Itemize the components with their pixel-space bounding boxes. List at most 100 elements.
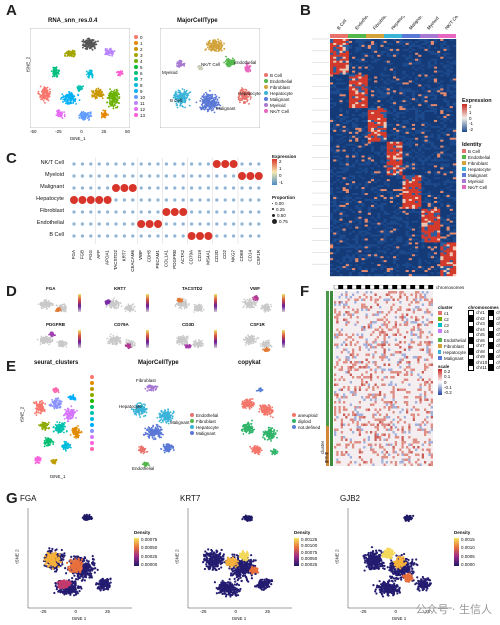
legend-label: chr19 (496, 348, 500, 354)
cluster-legend-title: cluster (438, 305, 453, 310)
tick: 2 (469, 104, 472, 109)
row-label: Myeloid (45, 172, 64, 178)
legend-label: chr1 (476, 310, 485, 316)
feature-tsne (241, 295, 273, 313)
legend-item: Myeloid (264, 102, 293, 108)
legend-swatch (90, 429, 94, 433)
tick: 0.00025 (301, 562, 318, 567)
feature-tsne (175, 334, 204, 349)
legend-item: chr22 (488, 364, 500, 371)
legend-item (90, 386, 94, 392)
density-ylabel: tSNE 2 (14, 549, 20, 564)
dot-mark (240, 234, 244, 238)
tick: -2 (469, 127, 474, 132)
legend-item: 4 (134, 58, 145, 64)
legend-swatch (90, 411, 94, 415)
legend-label: Hepatocyte (468, 166, 491, 172)
dot-mark (114, 222, 118, 226)
legend-swatch (292, 413, 296, 417)
legend-item: aneuploid (292, 412, 320, 418)
dot-mark (139, 174, 143, 178)
tick: 0.00050 (141, 545, 158, 551)
dot-mark (106, 234, 110, 238)
tick: -0.2 (444, 390, 452, 395)
dot-mark (97, 222, 101, 226)
legend-item: Hepatocyte (190, 424, 219, 430)
legend-item (90, 446, 94, 452)
dot-mark (190, 210, 194, 214)
legend-label: chr20 (496, 354, 500, 360)
tick: 0.00000 (141, 561, 158, 567)
dot-mark (164, 162, 168, 166)
legend-item: Endothelial (438, 337, 466, 343)
legend-label: chr13 (496, 315, 500, 321)
tick: -0.1 (444, 384, 452, 390)
map-label-hepatocyte: Hepatocyte (238, 91, 261, 96)
legend-label: Endothelial (468, 154, 491, 160)
proportion-row: 0.50 (272, 212, 304, 218)
expression-ticks: 2 1 0 -1 -2 (469, 104, 473, 132)
legend-item: c4 (438, 328, 466, 334)
dot-mark (215, 234, 219, 238)
gene-label: AFP (96, 250, 101, 259)
density-title: GJB2 (340, 494, 361, 503)
legend-swatch (438, 356, 442, 360)
legend-label: Malignant (196, 430, 216, 436)
density-colorbar (294, 538, 299, 566)
legend-item: B Cell (462, 148, 500, 154)
panel-a-xlabel: tSNE_1 (70, 136, 86, 141)
feature-title: TACSTD2 (182, 286, 203, 291)
dot-mark (232, 210, 236, 214)
density-legend-title: Density (134, 530, 151, 535)
gene-label: CD14 (247, 250, 252, 262)
tick: 0.0015 (461, 537, 475, 542)
panel-e-celltype-legend: Endothelial Fibroblast Hepatocyte Malignant (190, 412, 219, 436)
tick: 0.00075 (141, 537, 158, 542)
dot-mark (173, 198, 177, 202)
dot-mark (106, 162, 110, 166)
panel-e-title-2: MajorCellType (138, 360, 179, 366)
dot-mark (145, 220, 154, 228)
legend-swatch (264, 109, 268, 113)
legend-swatch (190, 431, 194, 435)
feature-title: CSF1R (250, 322, 265, 327)
panel-letter-b: B (300, 2, 311, 19)
dot-mark (223, 174, 227, 178)
legend-swatch (90, 375, 94, 379)
dot-mark (72, 162, 76, 166)
legend-swatch (90, 447, 94, 451)
dot-mark (257, 162, 261, 166)
dot-mark (148, 198, 152, 202)
panel-c-legend: Expression 2 1 0 -1 Proportion 0.00 0.25… (272, 154, 304, 224)
tick: 0 (279, 173, 282, 178)
dot-mark (164, 222, 168, 226)
legend-item (90, 410, 94, 416)
dot-mark (122, 198, 126, 202)
legend-swatch (90, 417, 94, 421)
legend-item: Hepatocyte (438, 349, 466, 355)
legend-label: chr22 (496, 365, 500, 371)
tick: 1 (469, 109, 472, 115)
legend-item: Hepatocyte (462, 166, 500, 172)
dot-mark (139, 210, 143, 214)
dot-mark (106, 186, 110, 190)
dot-mark (148, 162, 152, 166)
tick: 0 (469, 115, 472, 121)
panel-e-copykat-legend: aneuploid diploid not.defined (292, 412, 320, 430)
dot-mark (215, 186, 219, 190)
legend-swatch (292, 425, 296, 429)
legend-swatch (90, 399, 94, 403)
row-label: NK/T Cell (40, 160, 64, 166)
legend-swatch (90, 435, 94, 439)
legend-label: chr16 (496, 332, 500, 338)
feature-title: VWF (250, 286, 260, 291)
scale-gradient (438, 369, 442, 395)
dot-mark (246, 172, 255, 180)
legend-label: not.defined (298, 424, 321, 430)
dot-mark (80, 222, 84, 226)
dot-mark (97, 162, 101, 166)
tick: 0 (444, 379, 447, 385)
density-title: KRT7 (180, 494, 201, 503)
legend-swatch (134, 89, 138, 93)
legend-item: 3 (134, 52, 145, 58)
